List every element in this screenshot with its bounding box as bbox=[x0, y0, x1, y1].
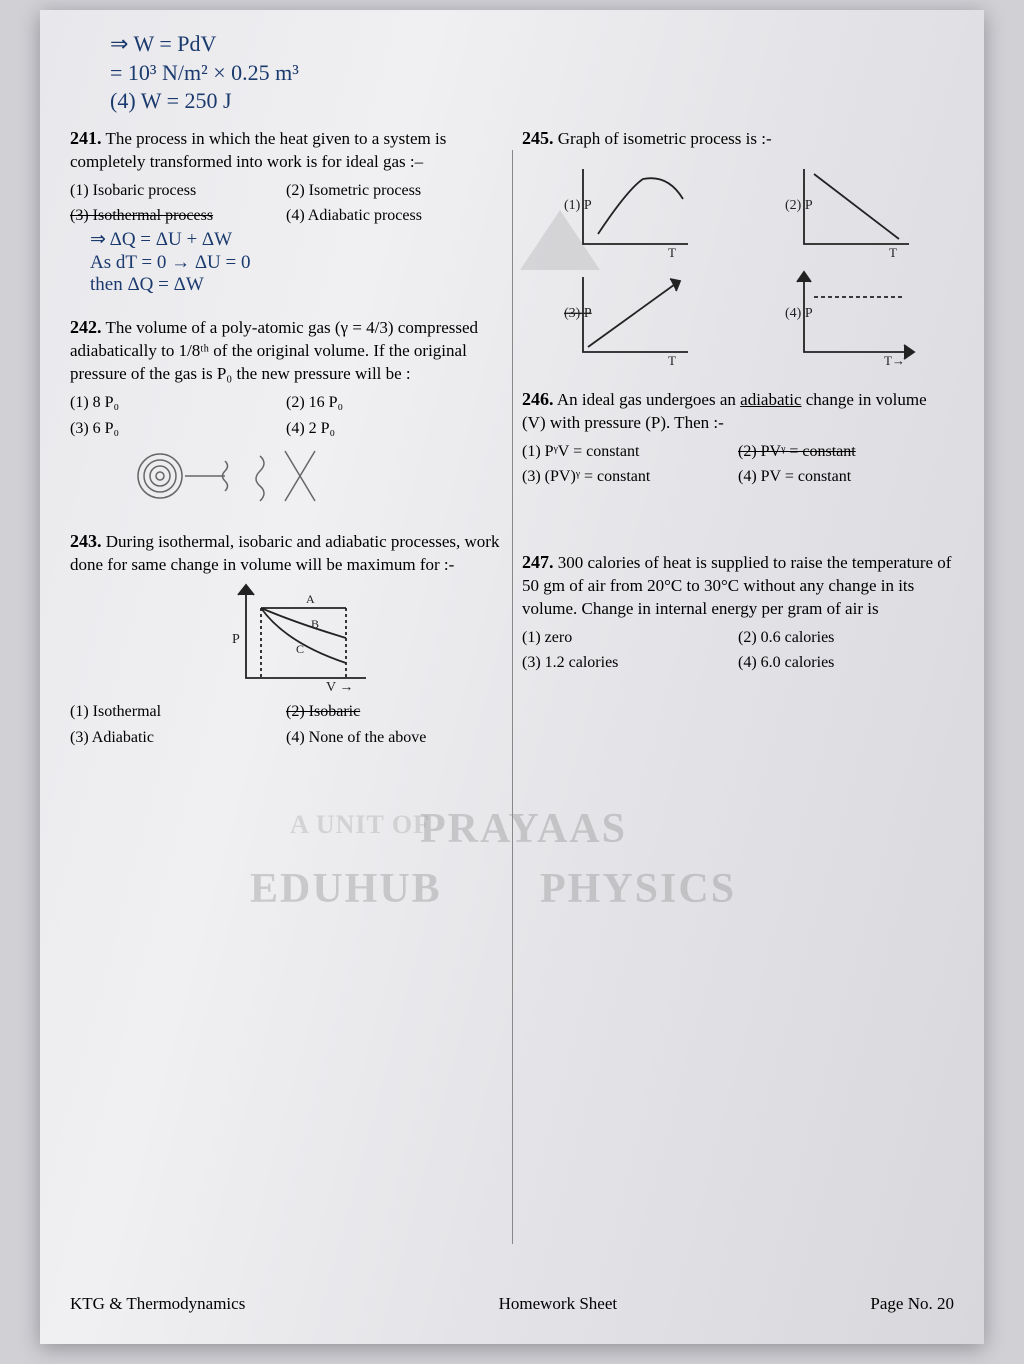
svg-text:T: T bbox=[668, 245, 676, 259]
q241-opt2: (2) Isometric process bbox=[286, 178, 502, 204]
svg-text:C: C bbox=[296, 642, 304, 656]
q241-hand1: ⇒ ΔQ = ΔU + ΔW bbox=[90, 229, 502, 252]
q246-opt2: (2) PVᵞ = constant bbox=[738, 439, 954, 465]
q246-opt1: (1) PᵞV = constant bbox=[522, 439, 738, 465]
q247-options: (1) zero (2) 0.6 calories (3) 1.2 calori… bbox=[522, 625, 954, 676]
q242-options: (1) 8 P₀ (2) 16 P₀ (3) 6 P₀ (4) 2 P₀ bbox=[70, 390, 502, 441]
q242-frac: 1/8ᵗʰ bbox=[179, 341, 209, 360]
q242-opt1: (1) 8 P₀ bbox=[70, 390, 286, 416]
q247-num: 247. bbox=[522, 552, 554, 572]
q247-text: 300 calories of heat is supplied to rais… bbox=[522, 553, 951, 618]
q245-opt4-box: (4) P T→ bbox=[743, 267, 954, 367]
hand-line-3: (4) W = 250 J bbox=[110, 87, 954, 116]
svg-text:(3) P: (3) P bbox=[564, 306, 592, 321]
q243-options: (1) Isothermal (2) Isobaric (3) Adiabati… bbox=[70, 699, 502, 750]
q243-opt1: (1) Isothermal bbox=[70, 699, 286, 725]
q241-options: (1) Isobaric process (2) Isometric proce… bbox=[70, 178, 502, 229]
q245-graph1-icon: (1) P T bbox=[558, 159, 698, 259]
svg-text:(4) P: (4) P bbox=[785, 306, 813, 321]
watermark-prayaas: PRAYAAS bbox=[420, 805, 627, 853]
q241-opt3: (3) Isothermal process bbox=[70, 203, 286, 229]
q246-options: (1) PᵞV = constant (2) PVᵞ = constant (3… bbox=[522, 439, 954, 490]
q246-texta: An ideal gas undergoes an bbox=[557, 390, 740, 409]
footer-left: KTG & Thermodynamics bbox=[70, 1294, 245, 1314]
q245-graph4-icon: (4) P T→ bbox=[779, 267, 919, 367]
footer: KTG & Thermodynamics Homework Sheet Page… bbox=[70, 1294, 954, 1314]
q245-opt3-box: (3) P T bbox=[522, 267, 733, 367]
q245-graph2-icon: (2) P T bbox=[779, 159, 919, 259]
left-column: 241. The process in which the heat given… bbox=[70, 126, 502, 757]
q241-text: The process in which the heat given to a… bbox=[70, 129, 446, 171]
q245-row2: (3) P T bbox=[522, 267, 954, 367]
page: ⇒ W = PdV = 10³ N/m² × 0.25 m³ (4) W = 2… bbox=[40, 10, 984, 1344]
q245: 245. Graph of isometric process is :- (1… bbox=[522, 126, 954, 367]
q242-gamma: (γ = 4/3) bbox=[335, 318, 394, 337]
q241-hand2: As dT = 0 → ΔU = 0 bbox=[90, 252, 502, 275]
q246: 246. An ideal gas undergoes an adiabatic… bbox=[522, 387, 954, 490]
q241-working: ⇒ ΔQ = ΔU + ΔW As dT = 0 → ΔU = 0 then Δ… bbox=[70, 229, 502, 297]
q241-opt1: (1) Isobaric process bbox=[70, 178, 286, 204]
q247-opt4: (4) 6.0 calories bbox=[738, 650, 954, 676]
svg-text:P: P bbox=[232, 632, 240, 647]
q247-opt1: (1) zero bbox=[522, 625, 738, 651]
q243-opt4: (4) None of the above bbox=[286, 725, 502, 751]
q247-opt3: (3) 1.2 calories bbox=[522, 650, 738, 676]
q243-diagram: P V → A B C bbox=[100, 583, 502, 693]
svg-text:A: A bbox=[306, 592, 315, 606]
q245-graph3-icon: (3) P T bbox=[558, 267, 698, 367]
q241-opt4: (4) Adiabatic process bbox=[286, 203, 502, 229]
q247: 247. 300 calories of heat is supplied to… bbox=[522, 550, 954, 676]
watermark-physics: PHYSICS bbox=[540, 865, 736, 913]
svg-text:(2) P: (2) P bbox=[785, 198, 813, 213]
q243: 243. During isothermal, isobaric and adi… bbox=[70, 529, 502, 750]
q246-num: 246. bbox=[522, 389, 554, 409]
footer-right: Page No. 20 bbox=[870, 1294, 954, 1314]
q246-opt3: (3) (PV)ᵞ = constant bbox=[522, 464, 738, 490]
q241-num: 241. bbox=[70, 128, 102, 148]
q242-opt2: (2) 16 P₀ bbox=[286, 390, 502, 416]
hand-line-1: ⇒ W = PdV bbox=[110, 30, 954, 59]
watermark-unit: A UNIT OF bbox=[290, 810, 430, 840]
footer-center: Homework Sheet bbox=[499, 1294, 618, 1314]
right-column: 245. Graph of isometric process is :- (1… bbox=[522, 126, 954, 757]
q242-texta: The volume of a poly-atomic gas bbox=[105, 318, 334, 337]
q243-opt2: (2) Isobaric bbox=[286, 699, 502, 725]
q245-num: 245. bbox=[522, 128, 554, 148]
svg-text:T→: T→ bbox=[884, 353, 905, 367]
q242-opt3: (3) 6 P₀ bbox=[70, 416, 286, 442]
q245-opt1-box: (1) P T bbox=[522, 159, 733, 259]
q246-opt4: (4) PV = constant bbox=[738, 464, 954, 490]
watermark-eduhub: EDUHUB bbox=[250, 865, 442, 913]
svg-text:B: B bbox=[311, 617, 319, 631]
hand-line-2: = 10³ N/m² × 0.25 m³ bbox=[110, 59, 954, 88]
q241-hand3: then ΔQ = ΔW bbox=[90, 274, 502, 297]
q246-textu: adiabatic bbox=[740, 390, 801, 409]
q245-text: Graph of isometric process is :- bbox=[558, 129, 772, 148]
q243-graph-icon: P V → A B C bbox=[226, 583, 376, 693]
svg-text:V →: V → bbox=[326, 680, 353, 693]
q245-row1: (1) P T (2) P T bbox=[522, 159, 954, 259]
q247-opt2: (2) 0.6 calories bbox=[738, 625, 954, 651]
q241: 241. The process in which the heat given… bbox=[70, 126, 502, 297]
svg-text:T: T bbox=[889, 245, 897, 259]
q242-num: 242. bbox=[70, 317, 102, 337]
doodle-icon bbox=[130, 441, 330, 511]
q243-text: During isothermal, isobaric and adiabati… bbox=[70, 532, 499, 574]
q245-opt2-box: (2) P T bbox=[743, 159, 954, 259]
q243-opt3: (3) Adiabatic bbox=[70, 725, 286, 751]
handwriting-top: ⇒ W = PdV = 10³ N/m² × 0.25 m³ (4) W = 2… bbox=[70, 30, 954, 116]
q242-opt4: (4) 2 P₀ bbox=[286, 416, 502, 442]
q243-num: 243. bbox=[70, 531, 102, 551]
svg-text:(1) P: (1) P bbox=[564, 198, 592, 213]
column-divider bbox=[512, 150, 513, 1244]
svg-text:T: T bbox=[668, 353, 676, 367]
q242: 242. The volume of a poly-atomic gas (γ … bbox=[70, 315, 502, 511]
